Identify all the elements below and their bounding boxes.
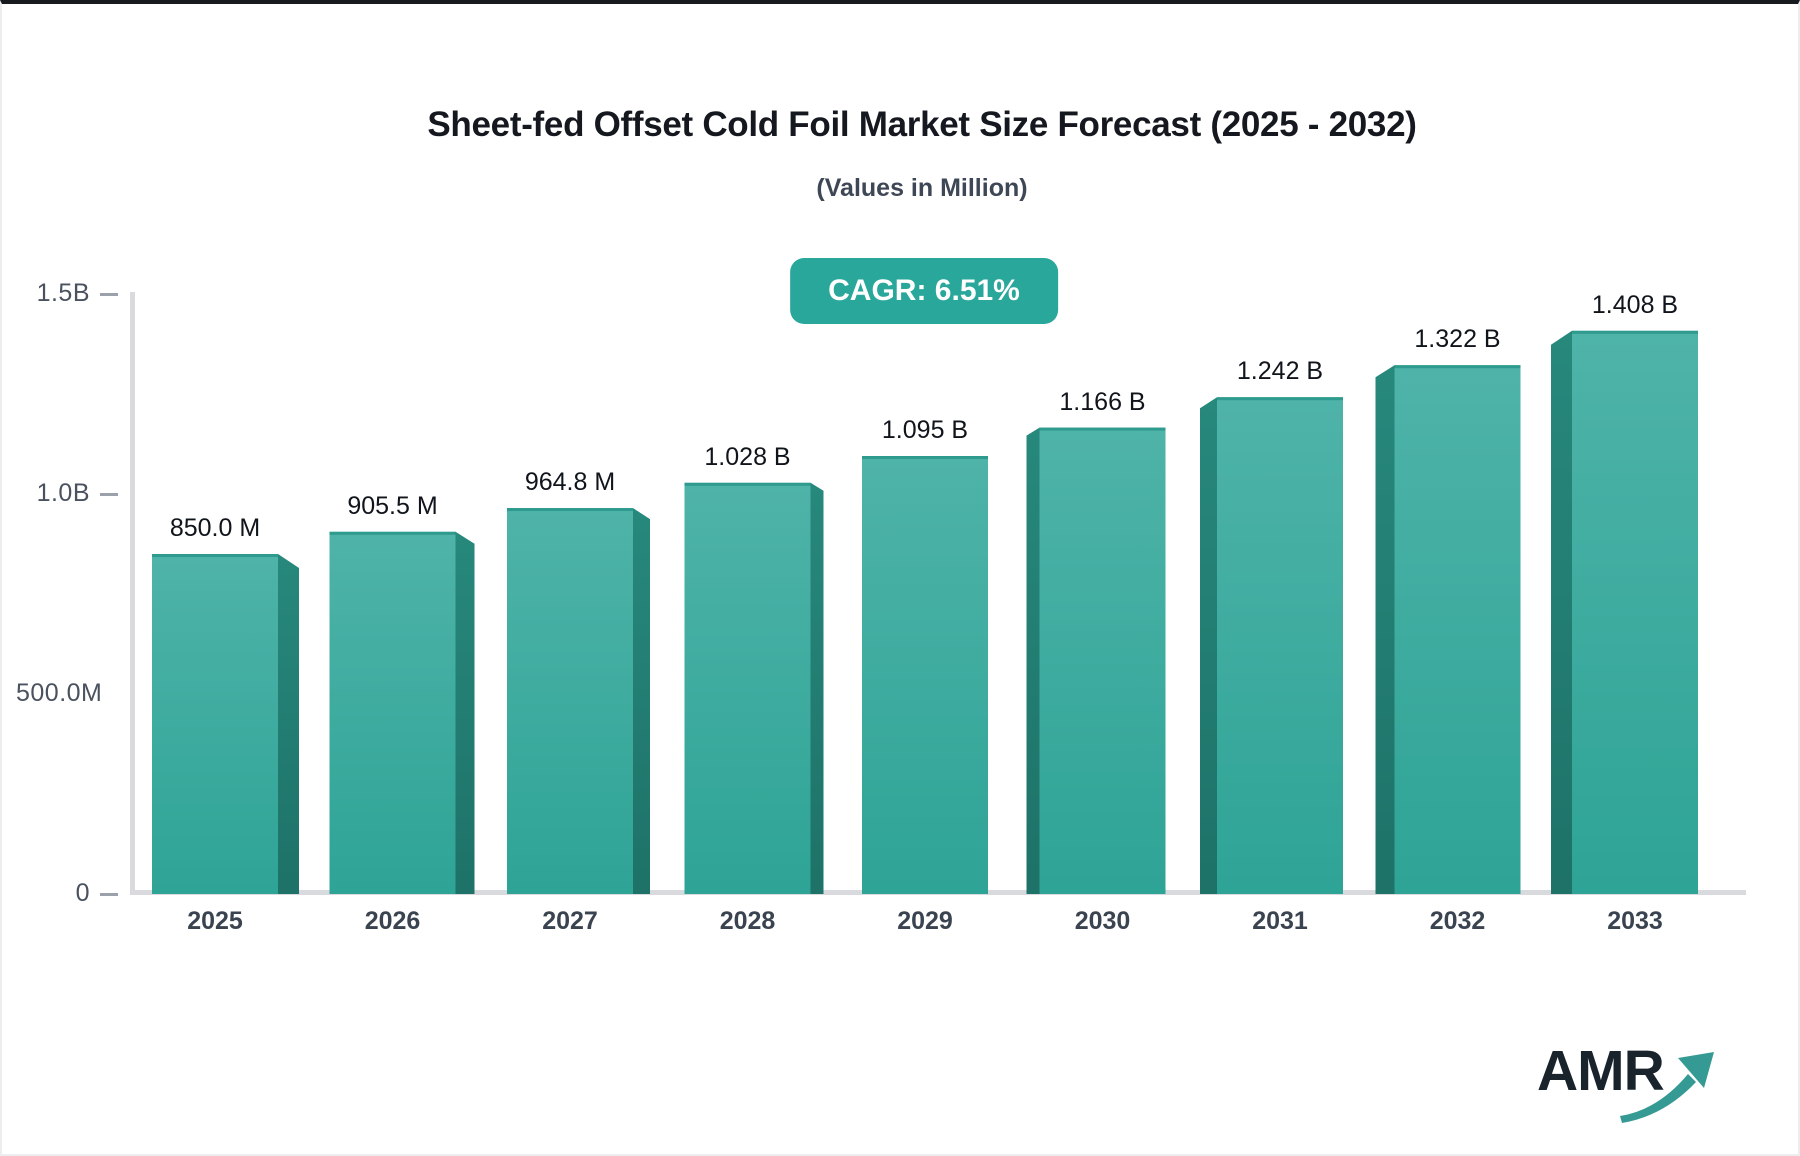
bar-value-label: 1.166 B: [1059, 387, 1146, 416]
bar: [684, 482, 811, 894]
bar: [862, 456, 988, 894]
bars-canvas: [152, 330, 1698, 894]
bar-top-edge: [1217, 397, 1343, 401]
x-tick-label: 2029: [897, 907, 953, 935]
bar-value-label: 1.408 B: [1591, 290, 1679, 319]
bar-value-label: 1.095 B: [881, 416, 969, 444]
x-tick-label: 2030: [1074, 907, 1131, 935]
x-tick-label: 2033: [1607, 907, 1663, 935]
y-axis-line: [130, 292, 135, 893]
bar-top-edge: [1394, 365, 1521, 369]
bar-side-face: [1375, 365, 1395, 894]
bar: [152, 554, 278, 894]
bar: [507, 508, 633, 894]
bar-value-label: 1.028 B: [704, 442, 791, 471]
bar-value-label: 964.8 M: [524, 468, 616, 497]
bar-value-label: 905.5 M: [347, 491, 438, 520]
x-tick-label: 2025: [187, 907, 243, 935]
bar: [1039, 427, 1166, 894]
bar-side-face: [1200, 397, 1217, 894]
bar-top-edge: [152, 554, 278, 557]
amr-logo-arrow-icon: [1620, 1052, 1714, 1123]
bar-top-edge: [507, 508, 633, 512]
y-tick-label: 500.0M: [16, 679, 103, 707]
bar-top-edge: [329, 531, 456, 535]
y-tick-dash: [100, 493, 118, 496]
amr-logo: AMR: [1532, 1036, 1722, 1126]
bar-top-edge: [862, 456, 988, 459]
amr-logo-text: AMR: [1537, 1039, 1665, 1103]
y-tick-dash: [100, 893, 118, 896]
bar-top-edge: [1572, 330, 1698, 334]
bar-value-label: 1.242 B: [1236, 357, 1324, 386]
bar-value-label: 1.322 B: [1414, 325, 1501, 354]
bar-value-label: 850.0 M: [169, 514, 261, 542]
chart-header: Sheet-fed Offset Cold Foil Market Size F…: [46, 4, 1798, 202]
bar: [1217, 397, 1343, 894]
x-tick-label: 2026: [364, 907, 421, 935]
chart-subtitle: (Values in Million): [816, 174, 1028, 202]
y-tick-label: 1.0B: [36, 479, 90, 507]
chart-title: Sheet-fed Offset Cold Foil Market Size F…: [427, 105, 1417, 144]
bar-top-edge: [1039, 427, 1166, 431]
bar-top-edge: [684, 482, 811, 486]
y-tick-label: 0: [75, 879, 90, 907]
bar-side-face: [1551, 330, 1572, 894]
y-tick-dash: [100, 293, 118, 296]
cagr-badge: CAGR: 6.51%: [790, 258, 1058, 324]
bar: [1394, 365, 1521, 894]
x-tick-label: 2028: [719, 907, 776, 935]
bar-side-face: [1026, 427, 1040, 894]
bar-side-face: [633, 508, 650, 894]
x-tick-label: 2032: [1429, 907, 1486, 935]
bar-side-face: [455, 531, 475, 894]
bar: [1572, 330, 1698, 894]
x-tick-label: 2027: [542, 907, 598, 935]
bar: [329, 531, 456, 894]
bar-chart-plot: 850.0 M 2025 905.5 M 2026 964.8 M 2027 1.028 B…: [2, 4, 1798, 1154]
y-tick-label: 1.5B: [36, 279, 90, 307]
bar-side-face: [810, 482, 824, 894]
bar-side-face: [278, 554, 299, 894]
x-tick-label: 2031: [1252, 907, 1308, 935]
